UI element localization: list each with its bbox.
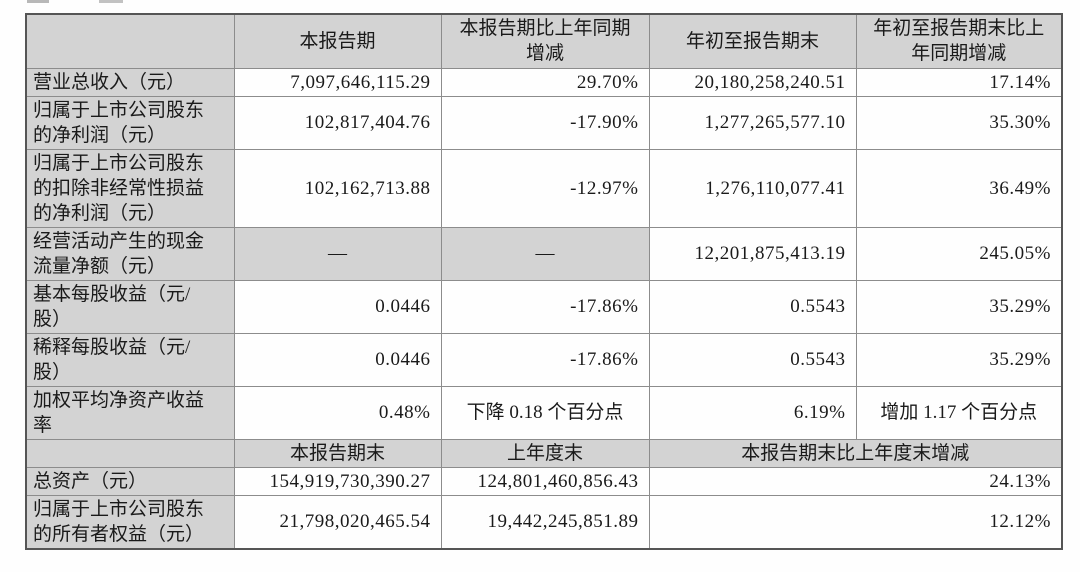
table-row-net-profit: 归属于上市公司股东的净利润（元） 102,817,404.76 -17.90% … [25,95,1063,150]
value-ytd: 1,276,110,077.41 [648,148,857,228]
value-current-period: 0.0446 [233,279,442,334]
value-ytd-yoy-change: 35.29% [855,332,1063,387]
financial-summary-table: 本报告期 本报告期比上年同期增减 年初至报告期末 年初至报告期末比上年同期增减 … [25,13,1063,550]
header-cell-current-period: 本报告期 [233,13,442,69]
header-row-period: 本报告期 本报告期比上年同期增减 年初至报告期末 年初至报告期末比上年同期增减 [25,13,1063,69]
value-ytd: 1,277,265,577.10 [648,95,857,150]
header-cell-change-vs-prev-year-end: 本报告期末比上年度末增减 [648,438,1063,468]
value-ytd-yoy-change: 35.29% [855,279,1063,334]
value-current-period: 102,817,404.76 [233,95,442,150]
row-label: 经营活动产生的现金流量净额（元） [25,226,235,281]
value-period-end: 154,919,730,390.27 [233,466,442,496]
table-row-weighted-avg-roe: 加权平均净资产收益率 0.48% 下降 0.18 个百分点 6.19% 增加 1… [25,385,1063,440]
value-current-period: 0.48% [233,385,442,440]
value-yoy-change: -17.86% [440,332,650,387]
table-row-equity-attributable: 归属于上市公司股东的所有者权益（元） 21,798,020,465.54 19,… [25,494,1063,549]
row-label: 总资产（元） [25,466,235,496]
header-cell-ytd-yoy-change: 年初至报告期末比上年同期增减 [855,13,1063,69]
value-ytd: 0.5543 [648,279,857,334]
row-label: 基本每股收益（元/股） [25,279,235,334]
value-yoy-change: -17.90% [440,95,650,150]
value-change: 24.13% [648,466,1063,496]
header-cell-blank [25,438,235,468]
header-cell-period-end: 本报告期末 [233,438,442,468]
value-prev-year-end: 19,442,245,851.89 [440,494,650,549]
value-yoy-change: -17.86% [440,279,650,334]
value-ytd-yoy-change: 245.05% [855,226,1063,281]
value-ytd-yoy-change: 35.30% [855,95,1063,150]
table-row-net-profit-excl-nonrecurring: 归属于上市公司股东的扣除非经常性损益的净利润（元） 102,162,713.88… [25,148,1063,228]
value-ytd-yoy-change: 17.14% [855,67,1063,97]
value-ytd: 0.5543 [648,332,857,387]
value-current-period-dash: — [233,226,442,281]
value-yoy-change: -12.97% [440,148,650,228]
value-yoy-change-text: 下降 0.18 个百分点 [440,385,650,440]
table-row-diluted-eps: 稀释每股收益（元/股） 0.0446 -17.86% 0.5543 35.29% [25,332,1063,387]
value-current-period: 102,162,713.88 [233,148,442,228]
value-ytd: 20,180,258,240.51 [648,67,857,97]
header-cell-ytd: 年初至报告期末 [648,13,857,69]
table-row-operating-cash-flow: 经营活动产生的现金流量净额（元） — — 12,201,875,413.19 2… [25,226,1063,281]
table-row-total-revenue: 营业总收入（元） 7,097,646,115.29 29.70% 20,180,… [25,67,1063,97]
value-yoy-change-dash: — [440,226,650,281]
row-label: 稀释每股收益（元/股） [25,332,235,387]
row-label: 归属于上市公司股东的扣除非经常性损益的净利润（元） [25,148,235,228]
row-label: 归属于上市公司股东的净利润（元） [25,95,235,150]
header-cell-blank [25,13,235,69]
clipped-glyph-mark [27,0,49,3]
header-cell-prev-year-end: 上年度末 [440,438,650,468]
value-change: 12.12% [648,494,1063,549]
row-label: 营业总收入（元） [25,67,235,97]
value-period-end: 21,798,020,465.54 [233,494,442,549]
value-ytd-yoy-change: 36.49% [855,148,1063,228]
value-ytd-yoy-change-text: 增加 1.17 个百分点 [855,385,1063,440]
value-ytd: 12,201,875,413.19 [648,226,857,281]
header-row-period-end: 本报告期末 上年度末 本报告期末比上年度末增减 [25,438,1063,468]
value-prev-year-end: 124,801,460,856.43 [440,466,650,496]
value-current-period: 7,097,646,115.29 [233,67,442,97]
value-yoy-change: 29.70% [440,67,650,97]
header-cell-yoy-change: 本报告期比上年同期增减 [440,13,650,69]
clipped-glyph-mark [99,0,123,3]
value-ytd: 6.19% [648,385,857,440]
row-label: 归属于上市公司股东的所有者权益（元） [25,494,235,549]
value-current-period: 0.0446 [233,332,442,387]
row-label: 加权平均净资产收益率 [25,385,235,440]
table-row-basic-eps: 基本每股收益（元/股） 0.0446 -17.86% 0.5543 35.29% [25,279,1063,334]
table-row-total-assets: 总资产（元） 154,919,730,390.27 124,801,460,85… [25,466,1063,496]
